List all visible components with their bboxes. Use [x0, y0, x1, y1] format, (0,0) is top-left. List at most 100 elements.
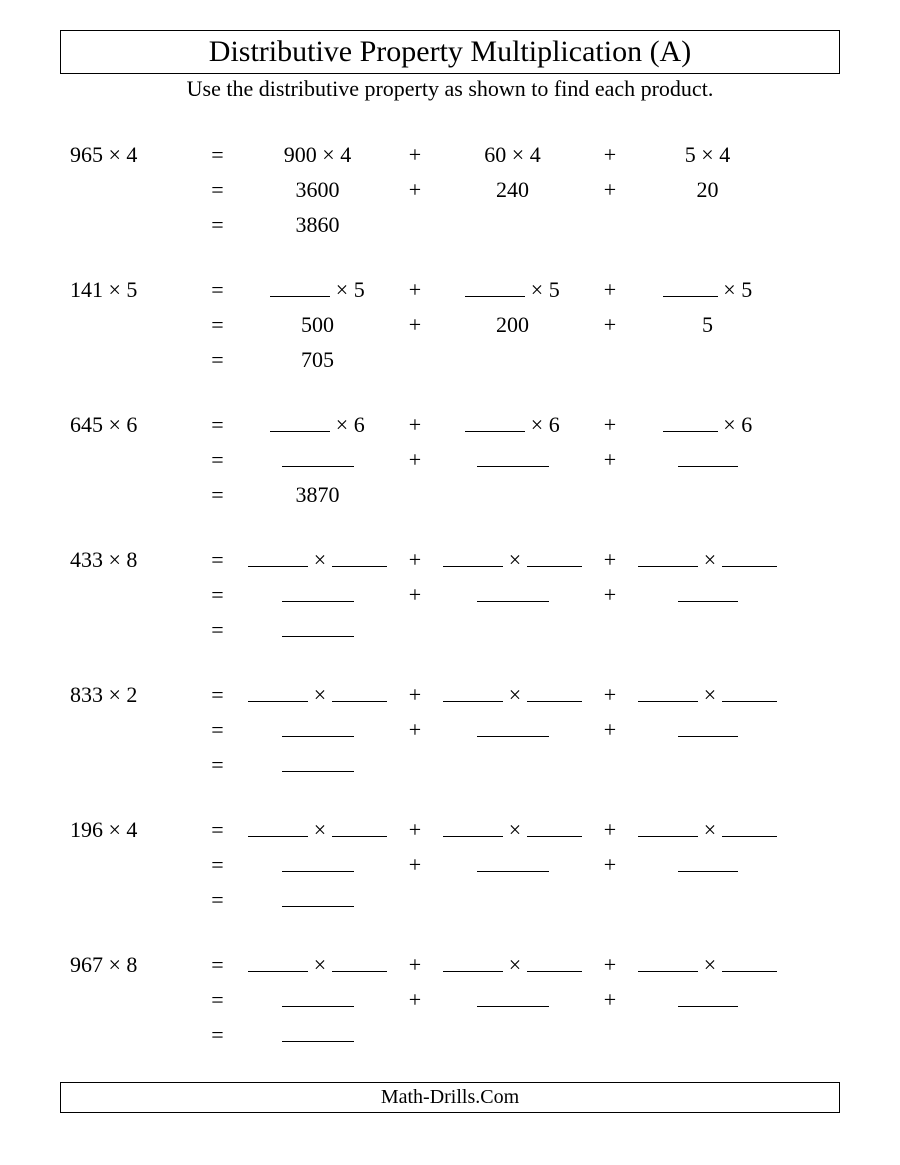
blank-input[interactable]: [722, 549, 777, 567]
blank-input[interactable]: [477, 584, 549, 602]
term-result: [235, 887, 400, 913]
blank-input[interactable]: [282, 889, 354, 907]
term-c: × 6: [625, 412, 790, 438]
term-text: 3860: [296, 212, 340, 237]
blank-input[interactable]: [527, 684, 582, 702]
blank-input[interactable]: [248, 684, 308, 702]
blank-input[interactable]: [527, 819, 582, 837]
blank-input[interactable]: [443, 819, 503, 837]
blank-input[interactable]: [477, 449, 549, 467]
problem-row: =++: [70, 847, 830, 882]
blank-input[interactable]: [332, 549, 387, 567]
blank-input[interactable]: [248, 549, 308, 567]
blank-input[interactable]: [678, 449, 738, 467]
problem-row: =: [70, 1017, 830, 1052]
blank-input[interactable]: [443, 684, 503, 702]
blank-input[interactable]: [663, 414, 718, 432]
term-text: 5: [702, 312, 713, 337]
equals-sign: =: [200, 412, 235, 438]
blank-input[interactable]: [282, 719, 354, 737]
blank-input[interactable]: [332, 819, 387, 837]
blank-input[interactable]: [282, 619, 354, 637]
term-result: [235, 752, 400, 778]
problem-row: =3600+240+20: [70, 172, 830, 207]
blank-input[interactable]: [722, 819, 777, 837]
worksheet-page: Distributive Property Multiplication (A)…: [0, 0, 900, 1133]
problem-row: = 3860: [70, 207, 830, 242]
blank-input[interactable]: [465, 279, 525, 297]
term-b: [430, 447, 595, 473]
blank-input[interactable]: [282, 854, 354, 872]
term-result: 3860: [235, 212, 400, 238]
plus-sign: +: [400, 582, 430, 608]
blank-input[interactable]: [248, 819, 308, 837]
blank-input[interactable]: [678, 584, 738, 602]
plus-sign: +: [595, 412, 625, 438]
term-c: 5: [625, 312, 790, 338]
term-b: [430, 582, 595, 608]
problem-lhs: 965 × 4: [70, 142, 200, 168]
blank-input[interactable]: [638, 819, 698, 837]
blank-input[interactable]: [477, 719, 549, 737]
plus-sign: +: [595, 817, 625, 843]
blank-input[interactable]: [477, 854, 549, 872]
problem-row: 433 × 8= × + × + ×: [70, 542, 830, 577]
equals-sign: =: [200, 682, 235, 708]
blank-input[interactable]: [282, 1024, 354, 1042]
blank-input[interactable]: [722, 954, 777, 972]
blank-input[interactable]: [527, 549, 582, 567]
plus-sign: +: [595, 547, 625, 573]
blank-input[interactable]: [678, 854, 738, 872]
blank-input[interactable]: [722, 684, 777, 702]
blank-input[interactable]: [465, 414, 525, 432]
problem-row: =++: [70, 982, 830, 1017]
problem-row: 833 × 2= × + × + ×: [70, 677, 830, 712]
term-text: 500: [301, 312, 334, 337]
plus-sign: +: [400, 682, 430, 708]
term-c: ×: [625, 817, 790, 843]
blank-input[interactable]: [678, 719, 738, 737]
plus-sign: +: [400, 312, 430, 338]
plus-sign: +: [400, 852, 430, 878]
blank-input[interactable]: [270, 414, 330, 432]
blank-input[interactable]: [527, 954, 582, 972]
blank-input[interactable]: [443, 954, 503, 972]
problem-row: =++: [70, 577, 830, 612]
problem-row: 196 × 4= × + × + ×: [70, 812, 830, 847]
term-b: 200: [430, 312, 595, 338]
plus-sign: +: [400, 277, 430, 303]
blank-input[interactable]: [332, 954, 387, 972]
blank-input[interactable]: [282, 449, 354, 467]
blank-input[interactable]: [270, 279, 330, 297]
blank-input[interactable]: [282, 584, 354, 602]
page-subtitle: Use the distributive property as shown t…: [60, 76, 840, 102]
equals-sign: =: [200, 212, 235, 238]
term-text: 60 × 4: [484, 142, 540, 167]
blank-input[interactable]: [638, 549, 698, 567]
term-text: 3600: [296, 177, 340, 202]
term-c: ×: [625, 547, 790, 573]
blank-input[interactable]: [678, 989, 738, 1007]
problem-1: 965 × 4=900 × 4+60 × 4+5 × 4=3600+240+20…: [70, 137, 830, 242]
term-a: ×: [235, 547, 400, 573]
equals-sign: =: [200, 752, 235, 778]
blank-input[interactable]: [663, 279, 718, 297]
equals-sign: =: [200, 952, 235, 978]
problem-6: 196 × 4= × + × + × =++=: [70, 812, 830, 917]
blank-input[interactable]: [282, 754, 354, 772]
term-b: × 6: [430, 412, 595, 438]
blank-input[interactable]: [443, 549, 503, 567]
term-c: [625, 852, 790, 878]
term-text: 5 × 4: [685, 142, 730, 167]
blank-input[interactable]: [477, 989, 549, 1007]
term-a: [235, 447, 400, 473]
blank-input[interactable]: [282, 989, 354, 1007]
problem-lhs: 141 × 5: [70, 277, 200, 303]
blank-input[interactable]: [248, 954, 308, 972]
blank-input[interactable]: [638, 954, 698, 972]
blank-input[interactable]: [332, 684, 387, 702]
term-c: × 5: [625, 277, 790, 303]
term-b: ×: [430, 817, 595, 843]
blank-input[interactable]: [638, 684, 698, 702]
term-a: ×: [235, 817, 400, 843]
